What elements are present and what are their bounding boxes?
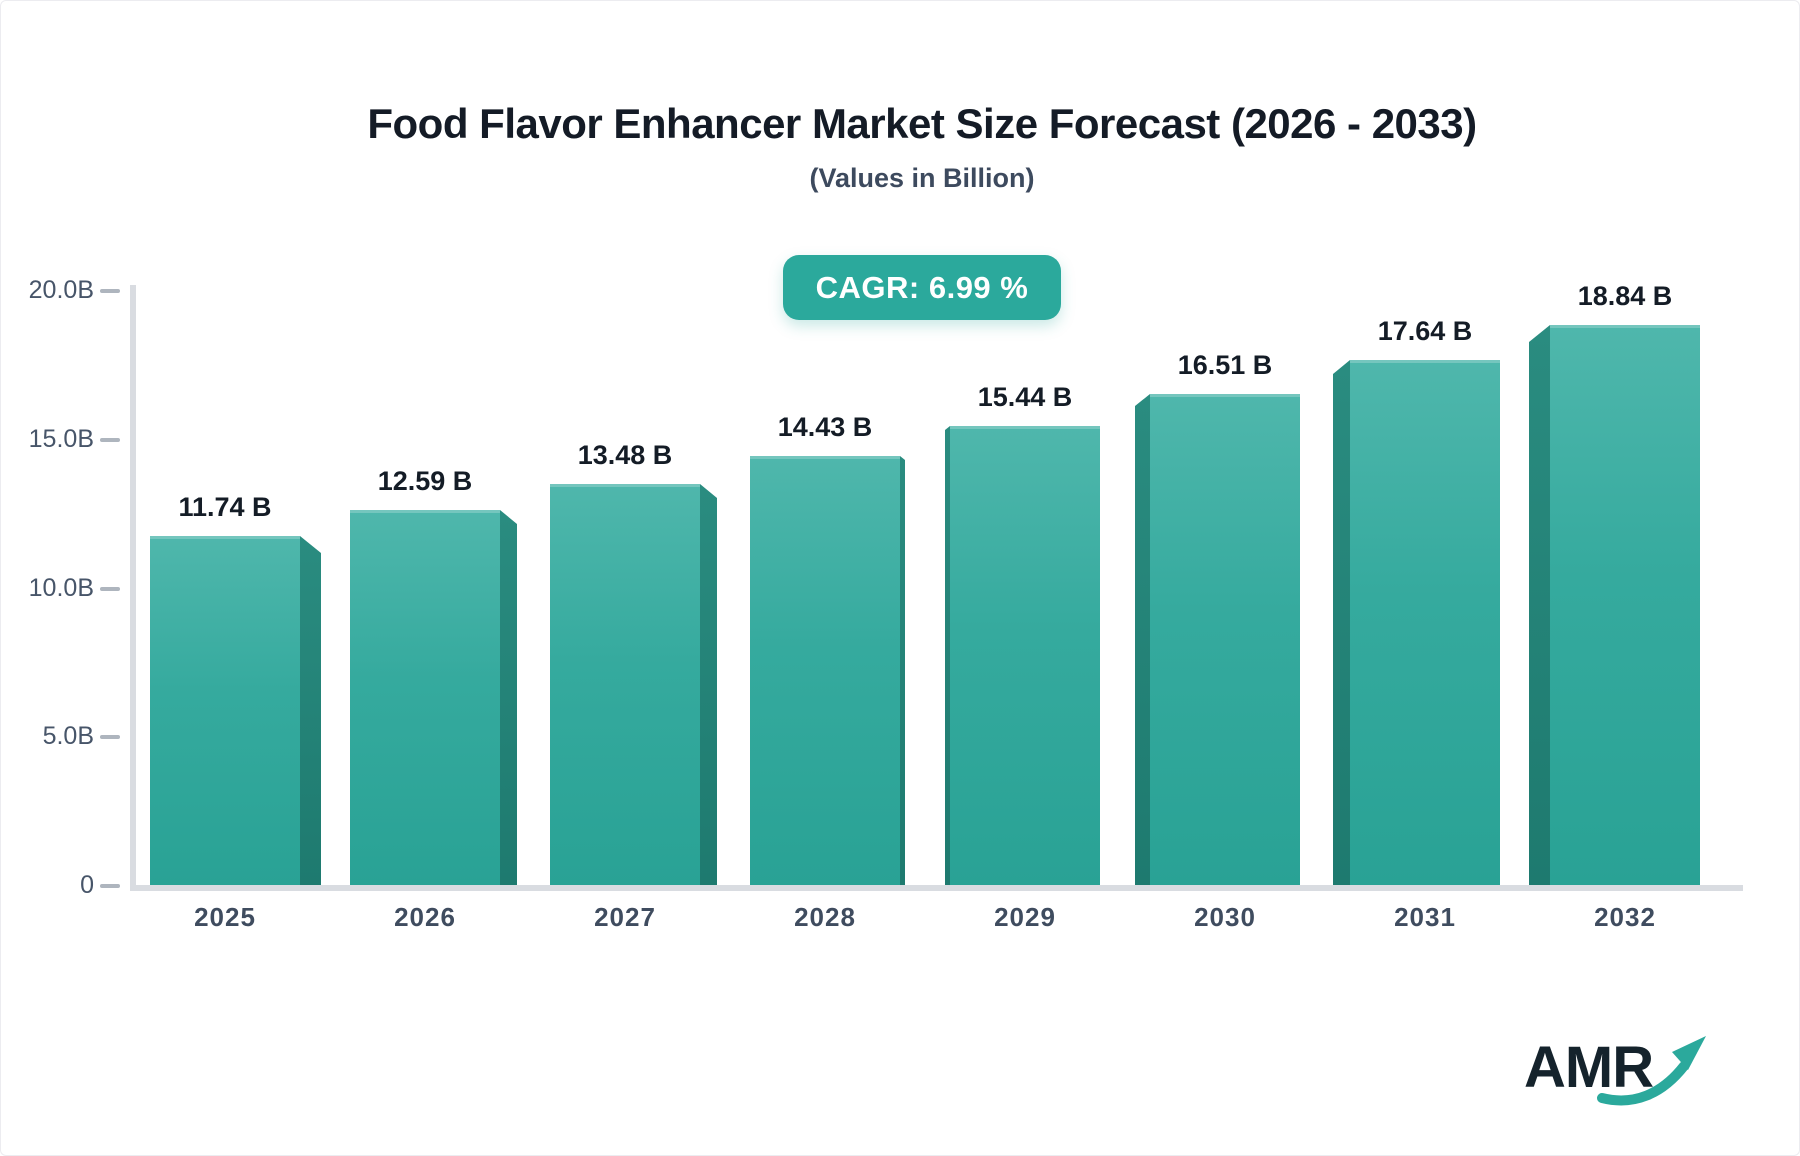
bar-2032 [1550, 325, 1700, 885]
bar-side-2030 [1135, 394, 1150, 885]
y-tick-dash [100, 587, 120, 591]
bar-2026 [350, 510, 500, 885]
bar-side-2032 [1529, 325, 1550, 885]
y-tick-dash [100, 438, 120, 442]
x-axis-label-2026: 2026 [394, 902, 456, 932]
bar-value-label-2025: 11.74 B [178, 492, 272, 522]
bar-side-2029 [945, 426, 950, 885]
bar-2030 [1150, 394, 1300, 885]
bar-value-label-2029: 15.44 B [977, 382, 1073, 412]
bar-value-label-2032: 18.84 B [1577, 281, 1673, 311]
bar-value-label-2027: 13.48 B [577, 440, 673, 470]
bar-side-2026 [500, 510, 517, 885]
x-axis-label-2030: 2030 [1194, 902, 1256, 932]
bar-value-label-2031: 17.64 B [1377, 316, 1473, 346]
y-tick-label: 5.0B [42, 722, 94, 750]
y-tick-label: 10.0B [28, 574, 94, 602]
y-tick-label: 20.0B [28, 276, 94, 304]
bar-2028 [750, 456, 900, 885]
cagr-badge: CAGR: 6.99 % [783, 255, 1061, 320]
bar-value-label-2028: 14.43 B [777, 412, 873, 442]
chart-title: Food Flavor Enhancer Market Size Forecas… [367, 100, 1477, 147]
y-tick-dash [100, 735, 120, 739]
growth-arrow-icon [1597, 1036, 1706, 1106]
x-axis-label-2029: 2029 [994, 902, 1056, 932]
bar-2027 [550, 484, 700, 885]
bar-value-label-2026: 12.59 B [377, 466, 473, 496]
y-tick-dash [100, 884, 120, 888]
y-tick-dash [100, 289, 120, 293]
chart-subtitle: (Values in Billion) [809, 163, 1035, 193]
bar-value-label-2030: 16.51 B [1177, 350, 1273, 380]
bar-side-2031 [1333, 360, 1350, 885]
bar-2031 [1350, 360, 1500, 885]
x-axis-label-2031: 2031 [1394, 902, 1456, 932]
x-axis-label-2028: 2028 [794, 902, 856, 932]
x-axis-label-2025: 2025 [194, 902, 256, 932]
bar-2029 [950, 426, 1100, 885]
bar-side-2027 [700, 484, 717, 885]
bar-side-2028 [900, 456, 905, 885]
x-axis-label-2032: 2032 [1594, 902, 1656, 932]
bar-side-2025 [300, 536, 321, 885]
y-tick-label: 0 [80, 871, 94, 899]
x-axis-line [130, 885, 1743, 891]
x-axis-label-2027: 2027 [594, 902, 656, 932]
amr-logo-text: AMR [1524, 1035, 1654, 1100]
amr-logo: AMR [1524, 1034, 1724, 1114]
bar-2025 [150, 536, 300, 885]
y-axis-line [130, 285, 136, 891]
y-tick-label: 15.0B [28, 425, 94, 453]
